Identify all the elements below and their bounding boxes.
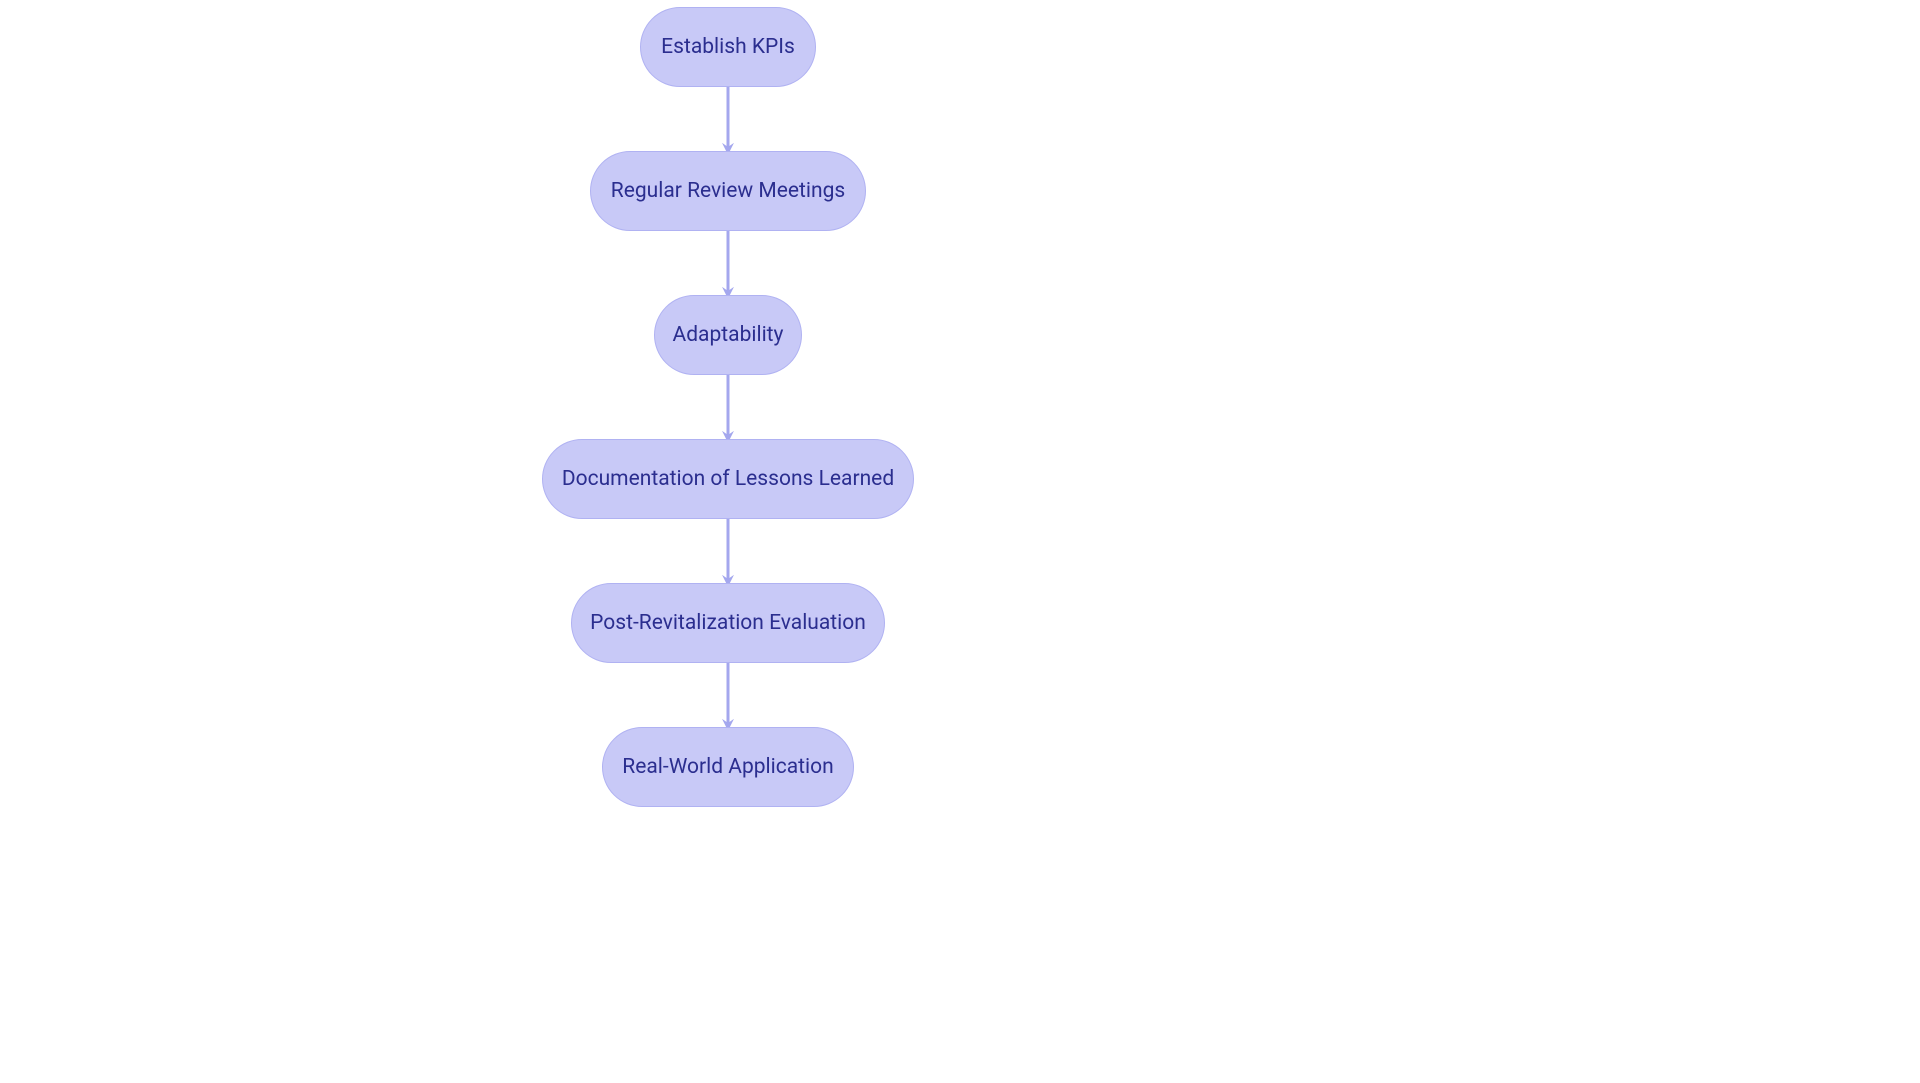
flowchart-node: Documentation of Lessons Learned (542, 439, 914, 519)
flowchart-node: Regular Review Meetings (590, 151, 866, 231)
flowchart-connectors (0, 0, 1920, 1083)
flowchart-node-label: Adaptability (673, 323, 784, 347)
flowchart-node-label: Real-World Application (622, 755, 833, 779)
flowchart-canvas: Establish KPIs Regular Review Meetings Ada… (0, 0, 1920, 1083)
flowchart-node: Post-Revitalization Evaluation (571, 583, 885, 663)
flowchart-node-label: Documentation of Lessons Learned (562, 467, 894, 491)
flowchart-node: Real-World Application (602, 727, 854, 807)
flowchart-node: Adaptability (654, 295, 802, 375)
flowchart-node-label: Regular Review Meetings (611, 179, 845, 203)
flowchart-node-label: Post-Revitalization Evaluation (590, 611, 866, 635)
flowchart-node-label: Establish KPIs (661, 35, 795, 59)
flowchart-node: Establish KPIs (640, 7, 816, 87)
